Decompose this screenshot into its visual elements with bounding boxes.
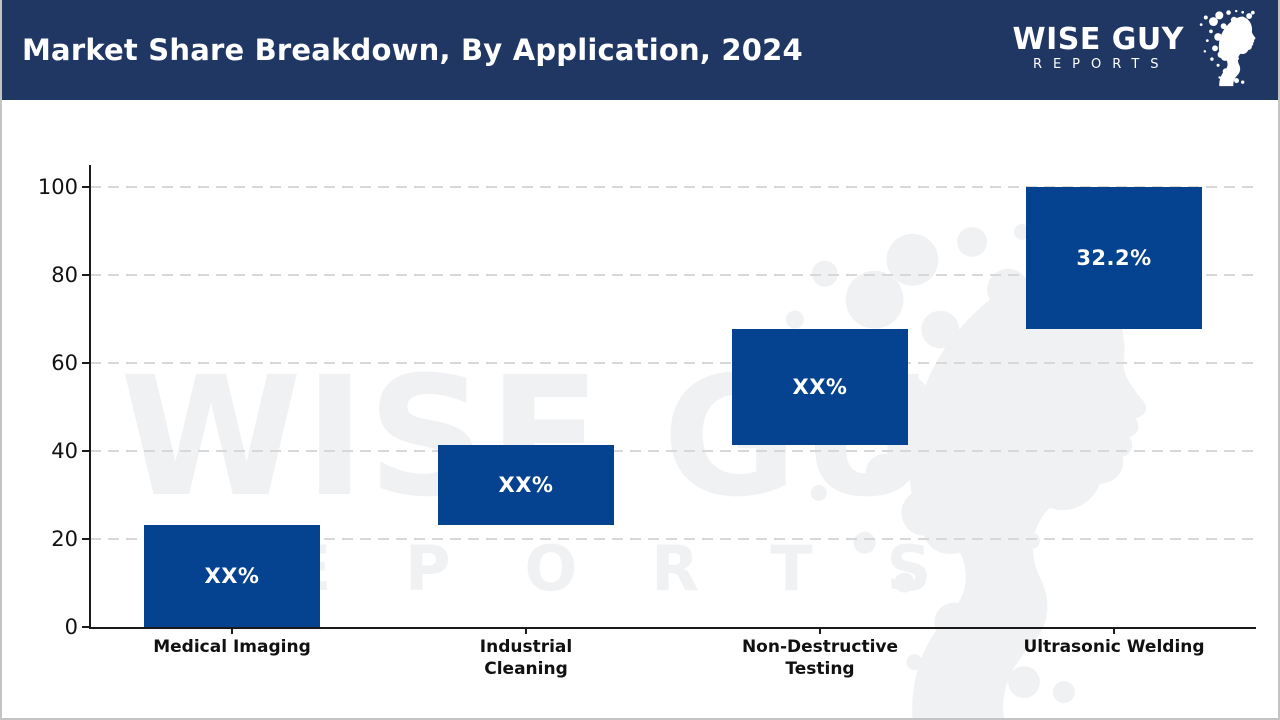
y-tick-label: 80 bbox=[51, 263, 78, 287]
category-label: Non-Destructive Testing bbox=[690, 636, 950, 680]
y-tick-mark bbox=[82, 450, 89, 452]
y-tick-mark bbox=[82, 626, 89, 628]
gridline bbox=[90, 538, 1256, 540]
y-tick-label: 100 bbox=[37, 175, 78, 199]
y-tick-mark bbox=[82, 538, 89, 540]
gridline bbox=[90, 186, 1256, 188]
brand-logo: WISE GUY REPORTS bbox=[1012, 8, 1268, 88]
y-axis-line bbox=[89, 165, 91, 629]
bar-value-label: XX% bbox=[498, 472, 554, 497]
x-axis-line bbox=[89, 627, 1256, 629]
chart-area: WISE GUY REPORTS 0 20 40 60 80 100 XX% Medical … bbox=[2, 100, 1278, 718]
gridline bbox=[90, 274, 1256, 276]
x-tick-mark bbox=[231, 627, 233, 634]
logo-reports-label: REPORTS bbox=[1032, 57, 1170, 73]
category-label: Ultrasonic Welding bbox=[984, 636, 1244, 658]
y-tick-mark bbox=[82, 274, 89, 276]
header-bar: Market Share Breakdown, By Application, … bbox=[2, 0, 1278, 100]
bar-value-label: XX% bbox=[792, 374, 848, 399]
logo-wordmark: WISE GUY bbox=[1012, 21, 1184, 57]
x-tick-mark bbox=[1113, 627, 1115, 634]
bar: XX% bbox=[732, 328, 908, 445]
gridline bbox=[90, 362, 1256, 364]
logo-text: WISE GUY REPORTS bbox=[1012, 21, 1184, 73]
category-label-line: Industrial bbox=[479, 637, 573, 657]
y-tick-label: 40 bbox=[51, 439, 78, 463]
bar: XX% bbox=[144, 524, 320, 627]
category-label-line: Ultrasonic Welding bbox=[1023, 637, 1205, 657]
gridline bbox=[90, 450, 1256, 452]
y-tick-label: 0 bbox=[64, 615, 78, 639]
category-label: Medical Imaging bbox=[102, 636, 362, 658]
x-tick-mark bbox=[525, 627, 527, 634]
y-tick-label: 20 bbox=[51, 527, 78, 551]
bar-value-label: XX% bbox=[204, 563, 260, 588]
category-label: Industrial Cleaning bbox=[396, 636, 656, 680]
bar: 32.2% bbox=[1026, 187, 1202, 329]
bar: XX% bbox=[438, 444, 614, 525]
category-label-line: Cleaning bbox=[484, 659, 568, 679]
category-label-line: Medical Imaging bbox=[153, 637, 311, 657]
bar-value-label: 32.2% bbox=[1076, 245, 1152, 270]
logo-head-icon bbox=[1199, 9, 1256, 87]
page-title: Market Share Breakdown, By Application, … bbox=[22, 33, 803, 67]
y-tick-mark bbox=[82, 186, 89, 188]
y-tick-label: 60 bbox=[51, 351, 78, 375]
category-label-line: Testing bbox=[785, 659, 855, 679]
y-tick-mark bbox=[82, 362, 89, 364]
category-label-line: Non-Destructive bbox=[741, 637, 899, 657]
x-tick-mark bbox=[819, 627, 821, 634]
